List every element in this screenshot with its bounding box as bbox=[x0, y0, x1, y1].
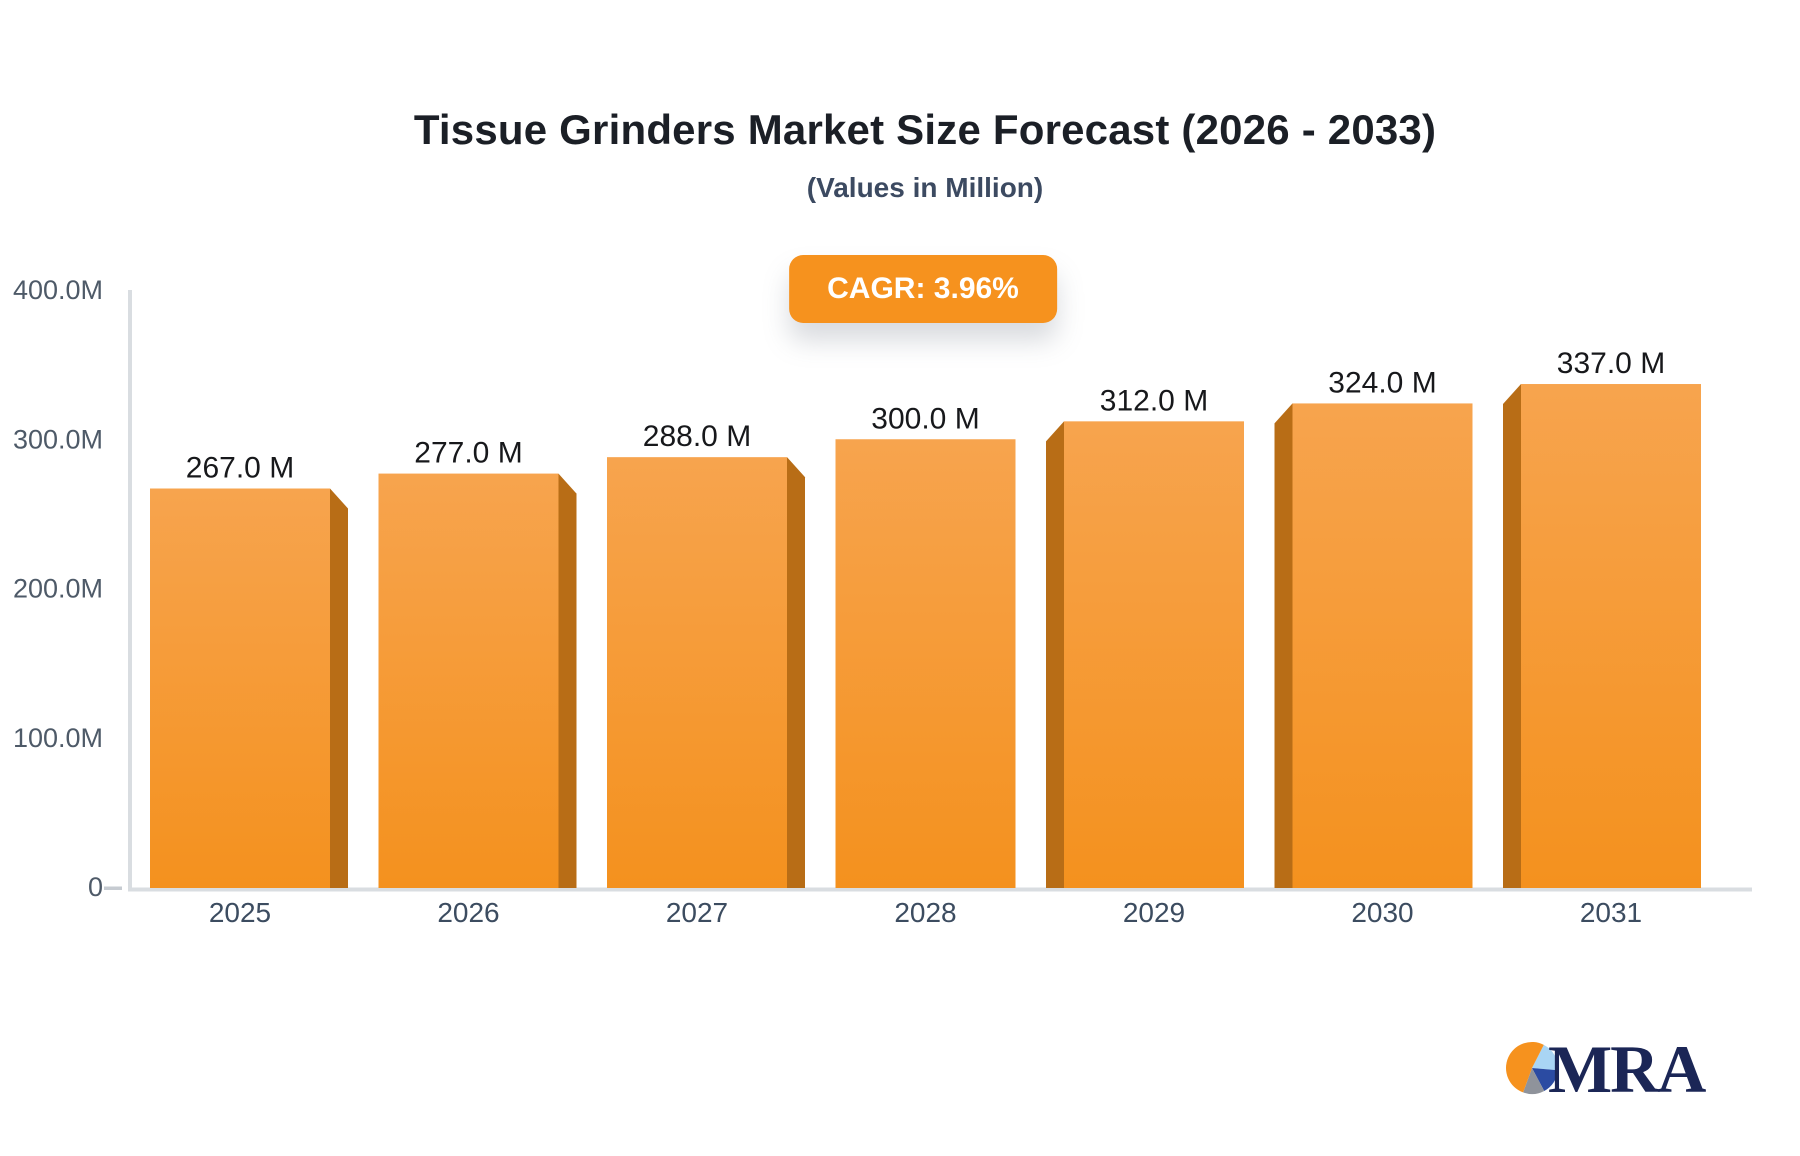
bar-2027: 288.0 M 2027 bbox=[607, 420, 805, 928]
mra-logo: MRA bbox=[1505, 1031, 1708, 1107]
x-tick-label: 2025 bbox=[209, 897, 271, 928]
x-tick-label: 2027 bbox=[666, 897, 728, 928]
bar-side-face bbox=[1046, 421, 1064, 888]
x-axis-line bbox=[128, 887, 1752, 892]
bar-2025: 267.0 M 2025 bbox=[150, 452, 348, 928]
x-tick-label: 2028 bbox=[894, 897, 956, 928]
bar-face bbox=[835, 439, 1016, 888]
y-tick-label: 300.0M bbox=[13, 424, 103, 454]
bar-face bbox=[150, 488, 330, 888]
y-tick-label: 100.0M bbox=[13, 723, 103, 753]
bar-side-face bbox=[558, 473, 577, 888]
chart-title: Tissue Grinders Market Size Forecast (20… bbox=[413, 106, 1437, 153]
bar-value-label: 300.0 M bbox=[871, 402, 979, 435]
bar-value-label: 267.0 M bbox=[186, 452, 294, 485]
bar-side-face bbox=[1274, 403, 1293, 888]
logo-pie-slice-orange bbox=[1505, 1041, 1544, 1093]
bar-side-face bbox=[787, 457, 805, 888]
bar-face bbox=[1064, 421, 1244, 888]
x-tick-label: 2031 bbox=[1580, 897, 1642, 928]
bar-2031: 337.0 M 2031 bbox=[1503, 347, 1701, 928]
x-tick-label: 2030 bbox=[1351, 897, 1413, 928]
chart-subtitle: (Values in Million) bbox=[806, 172, 1044, 203]
bar-value-label: 324.0 M bbox=[1328, 366, 1436, 399]
bar-value-label: 337.0 M bbox=[1557, 347, 1665, 380]
y-axis-line bbox=[128, 290, 132, 891]
logo-pie-slice-light-blue bbox=[1532, 1044, 1559, 1071]
bar-2029: 312.0 M 2029 bbox=[1046, 384, 1244, 928]
zero-tick bbox=[104, 886, 122, 890]
cagr-badge: CAGR: 3.96% bbox=[789, 255, 1057, 323]
bar-2030: 324.0 M 2030 bbox=[1274, 366, 1473, 928]
logo-pie-slice-dark-blue bbox=[1532, 1068, 1558, 1091]
bar-value-label: 277.0 M bbox=[414, 437, 522, 470]
logo-text: MRA bbox=[1548, 1031, 1706, 1107]
x-tick-label: 2026 bbox=[437, 897, 499, 928]
bar-2028: 300.0 M 2028 bbox=[835, 402, 1016, 928]
bar-value-label: 312.0 M bbox=[1100, 384, 1208, 417]
bar-2026: 277.0 M 2026 bbox=[378, 437, 577, 928]
bar-side-face bbox=[1503, 384, 1521, 888]
y-tick-label: 0 bbox=[88, 872, 103, 902]
x-tick-label: 2029 bbox=[1123, 897, 1185, 928]
bar-face bbox=[607, 457, 787, 888]
y-tick-label: 400.0M bbox=[13, 275, 103, 305]
y-tick-label: 200.0M bbox=[13, 574, 103, 604]
logo-pie-slice-gray bbox=[1523, 1068, 1545, 1094]
bar-face bbox=[1521, 384, 1701, 888]
bar-side-face bbox=[330, 488, 348, 888]
bar-value-label: 288.0 M bbox=[643, 420, 751, 453]
bar-face bbox=[1292, 403, 1473, 888]
bar-face bbox=[378, 473, 559, 888]
